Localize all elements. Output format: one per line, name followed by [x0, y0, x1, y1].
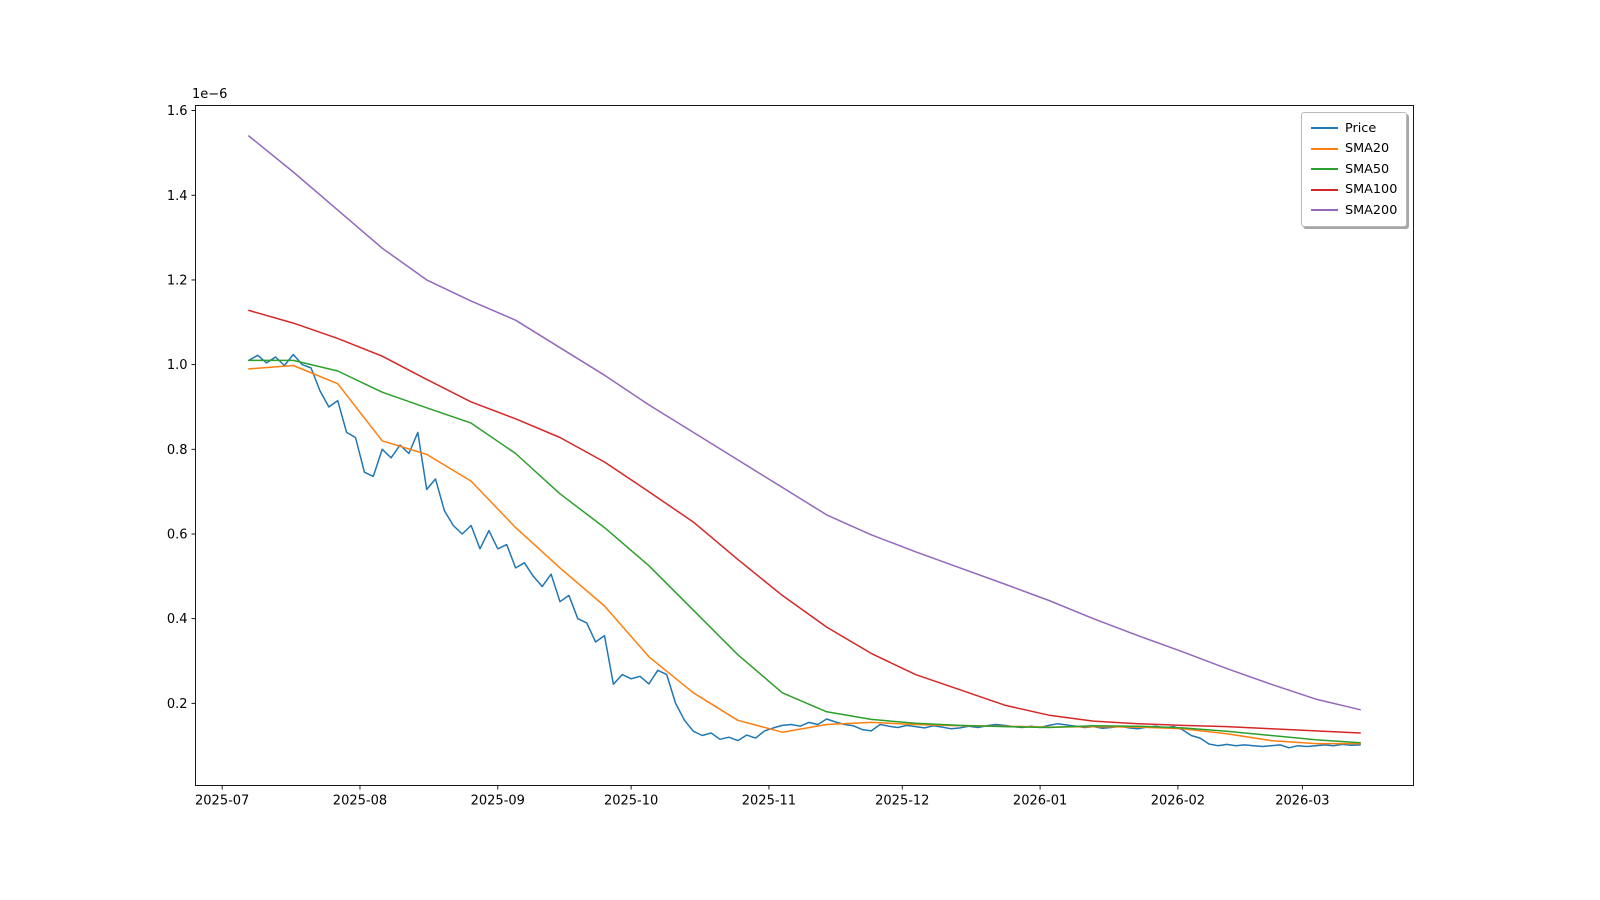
y-tick-label: 1.2 — [167, 273, 188, 288]
legend-entry-sma50: SMA50 — [1311, 159, 1397, 180]
x-tick-label: 2026-03 — [1275, 794, 1329, 809]
x-tick-label: 2025-07 — [195, 794, 249, 809]
legend-entry-price: Price — [1311, 118, 1397, 139]
x-tick-label: 2025-09 — [471, 794, 525, 809]
series-line-sma50 — [248, 359, 1361, 744]
legend-label: SMA200 — [1345, 202, 1398, 218]
x-tick-label: 2026-01 — [1013, 794, 1067, 809]
y-tick-label: 1.4 — [167, 189, 188, 204]
legend-label: SMA20 — [1345, 141, 1390, 157]
legend-line-sample — [1311, 188, 1338, 191]
plot-border — [195, 105, 1414, 786]
legend-line-sample — [1311, 127, 1338, 130]
y-tick-label: 0.8 — [167, 443, 188, 458]
legend-line-sample — [1311, 168, 1338, 171]
legend-line-sample — [1311, 209, 1338, 212]
series-line-sma100 — [248, 309, 1361, 734]
series-line-sma200 — [248, 135, 1361, 711]
legend-entry-sma200: SMA200 — [1311, 200, 1397, 221]
y-tick-label: 0.2 — [167, 697, 188, 712]
x-tick-label: 2025-12 — [875, 794, 929, 809]
x-tick-label: 2025-11 — [742, 794, 796, 809]
series-line-sma20 — [248, 364, 1361, 745]
x-tick-label: 2025-10 — [604, 794, 658, 809]
legend-line-sample — [1311, 147, 1338, 150]
legend-entry-sma20: SMA20 — [1311, 139, 1397, 160]
y-tick-label: 0.4 — [167, 612, 188, 627]
x-tick-label: 2025-08 — [333, 794, 387, 809]
y-axis-offset-label: 1e−6 — [192, 87, 228, 102]
legend-label: SMA50 — [1345, 161, 1390, 177]
legend-entry-sma100: SMA100 — [1311, 180, 1397, 201]
y-tick-label: 1.6 — [167, 104, 188, 119]
legend-label: SMA100 — [1345, 182, 1398, 198]
y-tick-label: 0.6 — [167, 527, 188, 542]
legend: Price SMA20 SMA50 SMA100 SMA200 — [1301, 112, 1408, 227]
x-tick-label: 2026-02 — [1151, 794, 1205, 809]
y-tick-label: 1.0 — [167, 358, 188, 373]
legend-label: Price — [1345, 120, 1377, 136]
